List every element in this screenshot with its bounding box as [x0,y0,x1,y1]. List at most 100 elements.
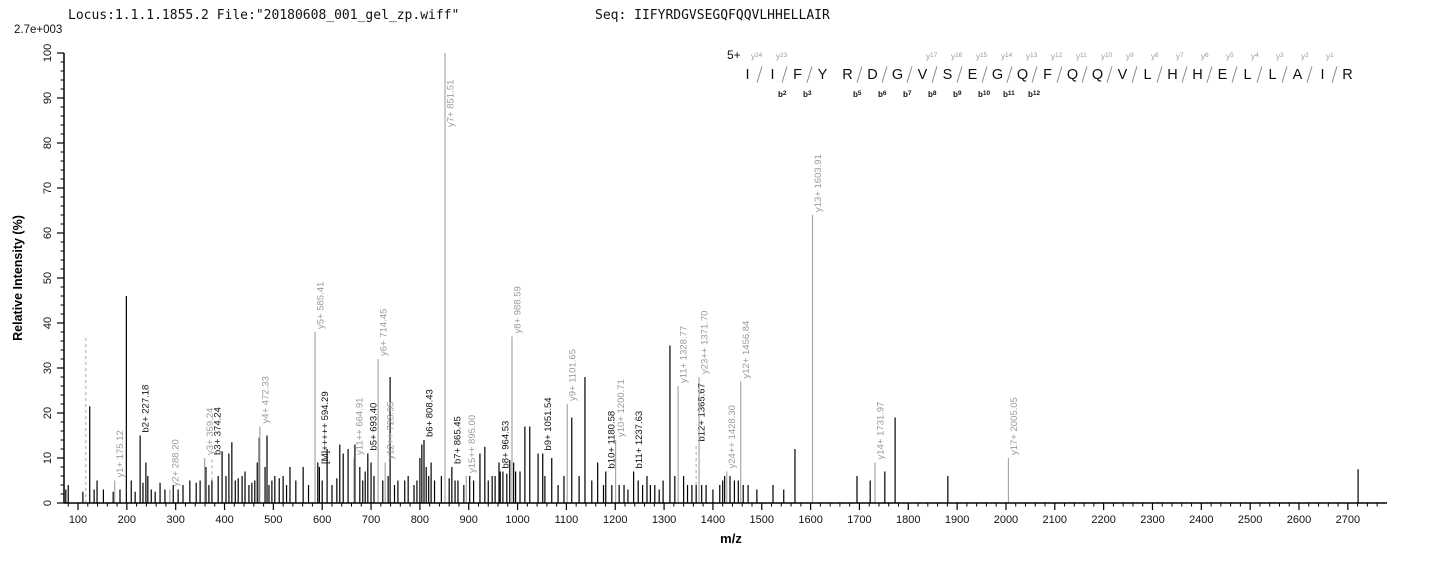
fragmentation-gap: y17 b8 [926,52,940,99]
x-tick-label: 300 [167,514,185,526]
fragmentation-gap: b3 [803,66,815,99]
x-tick-label: 2500 [1238,514,1262,526]
b-ion-tag: b12 [1028,90,1041,99]
x-tick-label: 1500 [750,514,774,526]
peak-annotation: y15++ 895.00 [467,415,478,473]
residue-letter: H [1167,67,1178,83]
residue-letter: Y [817,67,828,83]
sequence-header: Seq: IIFYRDGVSEGQFQQVLHHELLAIR [595,8,830,23]
residue-letter: G [891,67,904,83]
y-tick-label: 80 [42,137,54,149]
y-ion-tag: y23 [776,52,788,61]
x-tick-label: 1400 [701,514,725,526]
y-ion-tag: y17 [926,52,938,61]
b-ion-tag: b6 [878,90,887,99]
residue-letter: F [793,67,802,83]
residue-letter: V [917,67,928,83]
peak-annotation: y7+ 851.51 [446,80,457,127]
peak-annotation: y6+ 714.45 [379,309,390,356]
peak-annotation: y23++ 1371.70 [700,311,711,374]
peak-annotation: b6+ 808.43 [424,389,435,437]
peak-annotation: y13+ 1603.91 [813,154,824,212]
fragmentation-gap: y14 b11 [1001,52,1015,99]
b-ion-tag: b10 [978,90,991,99]
y-ion-tag: y4 [1251,52,1259,61]
x-tick-label: 1700 [847,514,871,526]
fragmentation-gap: y4 [1251,52,1265,84]
residue-letter: D [867,67,878,83]
x-tick-label: 700 [362,514,380,526]
peak-annotation: y5+ 585.41 [316,282,327,329]
fragmentation-gap: y5 [1226,52,1240,84]
b-ion-tag: b2 [778,90,787,99]
y-ion-tag: y2 [1301,52,1309,61]
peak-annotation: y24++ 1428.30 [727,405,738,468]
b-ion-tag: b8 [928,90,937,99]
peak-annotation: b10+ 1180.58 [606,411,617,469]
peak-annotation: b2+ 227.18 [141,385,152,433]
peak-annotation: b3+ 374.24 [212,407,223,455]
residue-letter: L [1243,67,1252,83]
x-tick-label: 1100 [555,514,579,526]
x-tick-label: 2200 [1091,514,1115,526]
residue-letter: L [1268,67,1277,83]
y-tick-label: 70 [42,182,54,194]
y-ion-tag: y11 [1076,52,1087,61]
x-tick-label: 2700 [1336,514,1360,526]
locus-file-header: Locus:1.1.1.1855.2 File:"20180608_001_ge… [68,8,460,23]
x-tick-label: 900 [460,514,478,526]
fragmentation-gap: y8 [1151,52,1165,84]
fragmentation-gap: b6 [878,66,890,99]
fragmentation-gap: b5 [853,66,865,99]
y-tick-label: 50 [42,272,54,284]
residue-letter: A [1292,67,1303,83]
fragmentation-gap: y7 [1176,52,1190,84]
b-ion-tag: b3 [803,90,812,99]
y-ion-tag: y14 [1001,52,1013,61]
peak-annotation: b9+ 1051.54 [543,397,554,450]
y-ion-tag: y1 [1326,52,1334,61]
b-ion-tag: b9 [953,90,962,99]
fragmentation-gap: y10 [1101,52,1115,84]
y-tick-label: 10 [42,452,54,464]
residue-letter: H [1192,67,1203,83]
peak-annotation: y12++ 728.95 [386,401,397,459]
residue-letter: Q [1016,67,1029,83]
fragmentation-gap: y12 [1051,52,1065,84]
fragmentation-gap: y6 [1201,52,1215,84]
x-tick-label: 800 [411,514,429,526]
y-tick-label: 30 [42,362,54,374]
residue-letter: I [745,67,750,83]
b-ion-tag: b5 [853,90,862,99]
fragmentation-gap: y13 b12 [1026,52,1040,99]
y-ion-tag: y9 [1126,52,1134,61]
fragmentation-gap: y2 [1301,52,1315,84]
intensity-scale-label: 2.7e+003 [14,24,63,36]
residue-letter: L [1143,67,1152,83]
x-tick-label: 200 [118,514,136,526]
peak-annotation: b5+ 693.40 [368,403,379,451]
residue-letter: Q [1066,67,1079,83]
x-tick-label: 1000 [505,514,529,526]
peak-annotation: y8+ 988.59 [512,286,523,333]
y-ion-tag: y13 [1026,52,1038,61]
residue-letter: I [770,67,775,83]
y-ion-tag: y16 [951,52,963,61]
peak-annotation: y1+ 175.12 [115,430,126,477]
peak-annotation: b7+ 865.45 [452,416,463,464]
y-ion-tag: y24 [751,52,763,61]
residue-letter: S [942,67,953,83]
fragmentation-gap: y11 [1076,52,1090,84]
fragmentation-gap: y16 b9 [951,52,965,99]
residue-letter: R [842,67,853,83]
y-ion-tag: y6 [1201,52,1209,61]
residue-letter: Q [1091,67,1104,83]
peak-annotation: y10+ 1200.71 [616,379,627,437]
peak-annotation: y17+ 2005.05 [1009,397,1020,455]
y-axis-title: Relative Intensity (%) [11,215,25,341]
fragmentation-gap: y15 b10 [976,52,990,99]
y-tick-label: 0 [42,500,54,506]
